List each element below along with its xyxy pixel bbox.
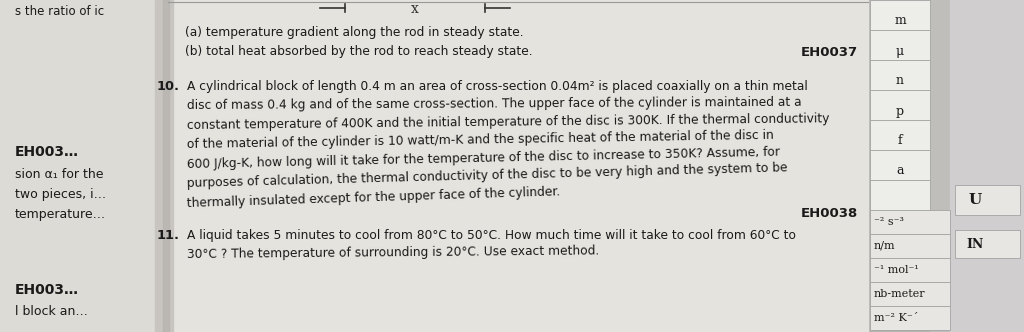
Text: IN: IN bbox=[967, 237, 984, 251]
Text: l block an…: l block an… bbox=[15, 305, 88, 318]
Bar bbox=[870, 30, 930, 60]
Text: m: m bbox=[894, 15, 906, 28]
Bar bbox=[870, 258, 950, 282]
Bar bbox=[870, 282, 950, 306]
Bar bbox=[955, 230, 1020, 258]
Text: EH0038: EH0038 bbox=[801, 207, 858, 220]
Text: thermally insulated except for the upper face of the cylinder.: thermally insulated except for the upper… bbox=[187, 185, 561, 210]
Text: A cylindrical block of length 0.4 m an area of cross-section 0.04m² is placed co: A cylindrical block of length 0.4 m an a… bbox=[187, 80, 808, 93]
Text: U: U bbox=[969, 193, 982, 207]
Text: purposes of calculation, the thermal conductivity of the disc to be very high an: purposes of calculation, the thermal con… bbox=[187, 162, 788, 191]
Bar bbox=[870, 210, 950, 234]
Bar bbox=[955, 185, 1020, 215]
Text: 10.: 10. bbox=[157, 80, 180, 93]
Text: 30°C ? The temperature of surrounding is 20°C. Use exact method.: 30°C ? The temperature of surrounding is… bbox=[187, 245, 599, 262]
Bar bbox=[950, 0, 1024, 332]
Bar bbox=[870, 180, 930, 210]
Bar bbox=[870, 234, 950, 258]
Text: 11.: 11. bbox=[157, 229, 180, 242]
Text: (a) temperature gradient along the rod in steady state.: (a) temperature gradient along the rod i… bbox=[185, 26, 523, 39]
Text: EH003…: EH003… bbox=[15, 145, 79, 159]
Bar bbox=[870, 90, 930, 120]
Text: f: f bbox=[898, 134, 902, 147]
Text: 600 J/kg-K, how long will it take for the temperature of the disc to increase to: 600 J/kg-K, how long will it take for th… bbox=[187, 145, 780, 171]
Bar bbox=[870, 306, 950, 330]
Text: n: n bbox=[896, 74, 904, 88]
Bar bbox=[870, 210, 930, 240]
Text: constant temperature of 400K and the initial temperature of the disc is 300K. If: constant temperature of 400K and the ini… bbox=[187, 112, 829, 132]
Text: x: x bbox=[411, 2, 419, 16]
Text: temperature…: temperature… bbox=[15, 208, 106, 221]
Text: m⁻² K⁻´: m⁻² K⁻´ bbox=[874, 313, 919, 323]
Text: (b) total heat absorbed by the rod to reach steady state.: (b) total heat absorbed by the rod to re… bbox=[185, 45, 532, 58]
Bar bbox=[870, 0, 930, 30]
Text: ⁻² s⁻³: ⁻² s⁻³ bbox=[874, 217, 904, 227]
Text: EH003…: EH003… bbox=[15, 283, 79, 297]
Bar bbox=[163, 0, 169, 332]
Text: EH0037: EH0037 bbox=[801, 45, 858, 58]
Bar bbox=[870, 60, 930, 90]
Text: nb-meter: nb-meter bbox=[874, 289, 926, 299]
Text: μ: μ bbox=[896, 44, 904, 57]
Bar bbox=[155, 0, 173, 332]
Text: of the material of the cylinder is 10 watt/m-K and the specific heat of the mate: of the material of the cylinder is 10 wa… bbox=[187, 129, 774, 151]
Bar bbox=[870, 120, 930, 150]
Bar bbox=[0, 0, 170, 332]
Text: A liquid takes 5 minutes to cool from 80°C to 50°C. How much time will it take t: A liquid takes 5 minutes to cool from 80… bbox=[187, 229, 796, 242]
Text: n/m: n/m bbox=[874, 241, 896, 251]
Text: ⁻¹ mol⁻¹: ⁻¹ mol⁻¹ bbox=[874, 265, 919, 275]
Bar bbox=[870, 150, 930, 180]
Text: s the ratio of ic: s the ratio of ic bbox=[15, 5, 104, 18]
Bar bbox=[870, 240, 930, 270]
Text: a: a bbox=[896, 164, 904, 178]
Text: disc of mass 0.4 kg and of the same cross-section. The upper face of the cylinde: disc of mass 0.4 kg and of the same cros… bbox=[187, 96, 802, 113]
Bar bbox=[168, 0, 868, 332]
Bar bbox=[930, 0, 950, 332]
Text: sion α₁ for the: sion α₁ for the bbox=[15, 168, 103, 181]
Text: p: p bbox=[896, 105, 904, 118]
Text: two pieces, i…: two pieces, i… bbox=[15, 188, 106, 201]
